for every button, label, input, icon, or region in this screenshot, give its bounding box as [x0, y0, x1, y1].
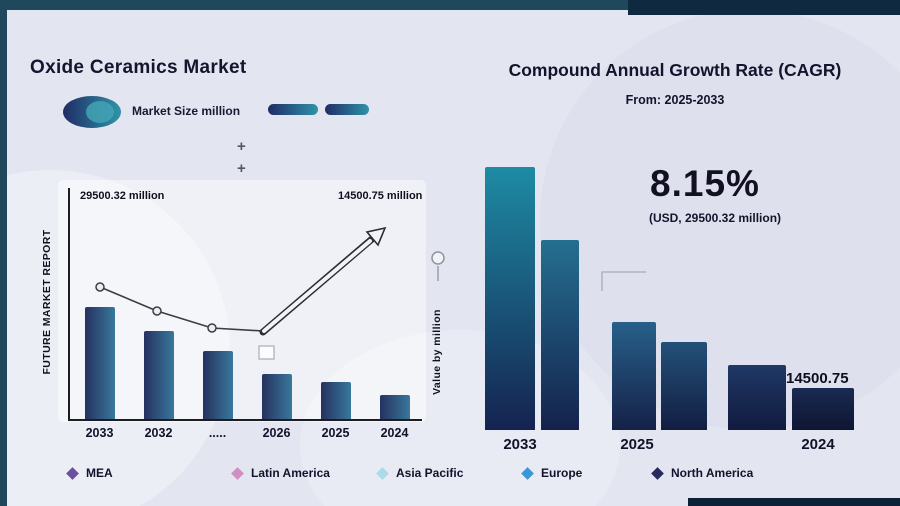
market-size-bars — [70, 307, 424, 419]
cagr-bar-2025 — [661, 342, 707, 430]
x-axis-label: 2026 — [262, 426, 291, 440]
legend-diamond-icon — [66, 466, 79, 480]
cagr-x-axis-label: 2024 — [801, 436, 835, 453]
decorative-capsule — [268, 104, 318, 115]
cagr-subtitle: From: 2025-2033 — [625, 93, 725, 107]
x-axis-label: 2032 — [144, 426, 173, 440]
market-size-legend-label: Market Size million — [132, 104, 241, 118]
legend-diamond-icon — [651, 466, 664, 480]
plus-doodle: + — [237, 138, 246, 155]
legend-label: MEA — [86, 466, 113, 480]
value-callout: 14500.75 — [786, 370, 849, 387]
market-size-x-labels: 2033 2032..... 2026 2025 2024 — [70, 426, 424, 440]
plus-doodle: + — [237, 160, 246, 177]
legend-item-europe: Europe — [521, 466, 583, 480]
legend-diamond-icon — [376, 466, 389, 480]
market-size-bar — [320, 382, 351, 419]
market-size-bar — [84, 307, 115, 419]
value-axis-label: Value by million — [431, 309, 443, 395]
left-chart-title: Oxide Ceramics Market — [30, 57, 247, 78]
x-axis-label: ..... — [208, 426, 227, 440]
cagr-bar-2033 — [485, 167, 535, 430]
market-size-bar — [379, 395, 410, 419]
legend-item-latin-america: Latin America — [231, 466, 330, 480]
legend-item-north-america: North America — [651, 466, 754, 480]
legend-item-asia-pacific: Asia Pacific — [376, 466, 464, 480]
market-size-bar — [202, 351, 233, 419]
market-size-legend: Market Size million — [62, 95, 372, 131]
frame-top-right-strip — [628, 0, 900, 15]
legend-diamond-icon — [521, 466, 534, 480]
cagr-value: 8.15% — [650, 163, 760, 204]
legend-label: Europe — [541, 466, 583, 480]
cagr-bar-2033 — [541, 240, 579, 430]
market-size-bar — [261, 374, 292, 419]
cagr-title: Compound Annual Growth Rate (CAGR) — [508, 60, 842, 80]
legend-diamond-icon — [231, 466, 244, 480]
start-value-label: 29500.32 million — [80, 190, 165, 202]
cylinder-icon — [63, 96, 121, 128]
cagr-detail: (USD, 29500.32 million) — [648, 211, 782, 225]
cagr-x-axis-label: 2033 — [503, 436, 537, 453]
market-size-bar — [143, 331, 174, 419]
end-value-label: 14500.75 million — [338, 190, 423, 202]
x-axis-label: 2033 — [85, 426, 114, 440]
decorative-capsule — [325, 104, 369, 115]
frame-top-strip — [0, 0, 900, 10]
y-axis-line — [68, 188, 70, 420]
frame-bottom-right-strip — [688, 498, 900, 506]
x-axis-line — [68, 419, 422, 421]
cagr-bar-2025 — [612, 322, 656, 430]
future-market-report-label: FUTURE MARKET REPORT — [41, 229, 53, 375]
legend-item-mea: MEA — [66, 466, 113, 480]
x-axis-label: 2025 — [321, 426, 350, 440]
legend-label: Latin America — [251, 466, 330, 480]
cagr-x-axis-label: 2025 — [620, 436, 654, 453]
x-axis-label: 2024 — [380, 426, 409, 440]
cagr-bar-2024 — [792, 388, 854, 430]
legend-label: Asia Pacific — [396, 466, 464, 480]
frame-left-strip — [0, 0, 7, 506]
legend-label: North America — [671, 466, 754, 480]
cagr-bar-2024 — [728, 365, 786, 430]
